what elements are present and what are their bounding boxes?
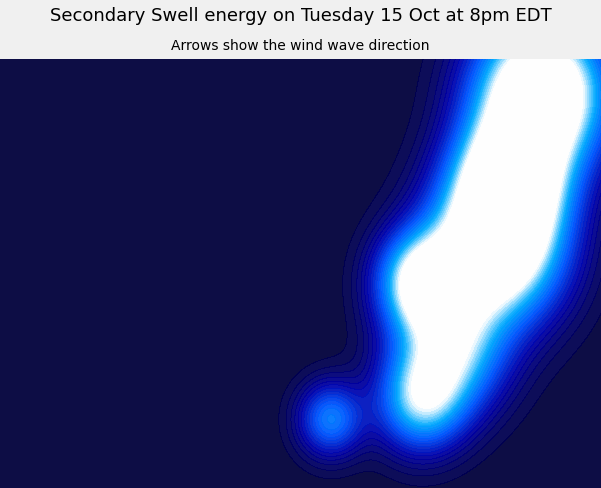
- Text: Secondary Swell energy on Tuesday 15 Oct at 8pm EDT: Secondary Swell energy on Tuesday 15 Oct…: [50, 7, 551, 25]
- Text: Arrows show the wind wave direction: Arrows show the wind wave direction: [171, 39, 430, 53]
